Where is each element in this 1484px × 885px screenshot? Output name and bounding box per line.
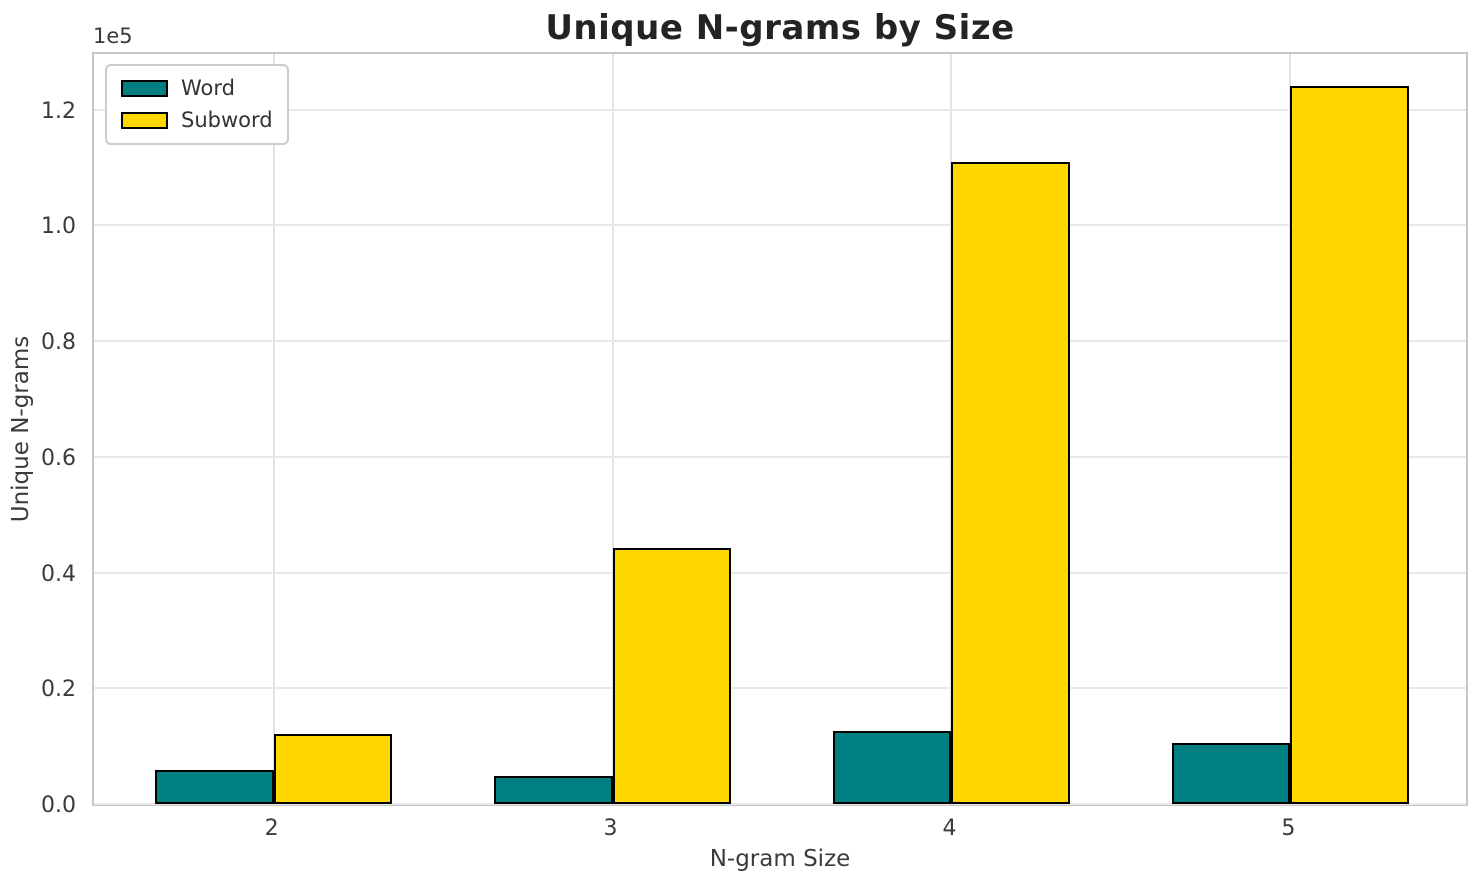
y-tick-label-0.0: 0.0 bbox=[41, 793, 76, 818]
gridline-y-0.8 bbox=[94, 340, 1466, 343]
bar-word-ngram-4 bbox=[832, 731, 952, 804]
gridline-y-0.2 bbox=[94, 687, 1466, 690]
gridline-y-1.2 bbox=[94, 108, 1466, 111]
x-tick-label-4: 4 bbox=[942, 816, 957, 841]
bar-subword-ngram-3 bbox=[612, 548, 732, 804]
gridline-y-0.4 bbox=[94, 571, 1466, 574]
legend-label-word: Word bbox=[181, 76, 235, 100]
legend-item-subword: Subword bbox=[121, 108, 273, 133]
y-tick-label-1.2: 1.2 bbox=[41, 98, 76, 124]
bar-word-ngram-3 bbox=[493, 775, 613, 804]
x-axis-label: N-gram Size bbox=[709, 846, 851, 872]
legend-swatch-word-icon bbox=[121, 80, 168, 98]
legend-label-subword: Subword bbox=[181, 108, 273, 133]
x-tick-label-3: 3 bbox=[603, 816, 618, 841]
x-tick-label-2: 2 bbox=[264, 816, 279, 841]
gridline-y-1.0 bbox=[94, 224, 1466, 227]
gridline-y-0.6 bbox=[94, 455, 1466, 458]
bar-subword-ngram-5 bbox=[1290, 86, 1409, 804]
y-tick-label-0.2: 0.2 bbox=[41, 677, 76, 703]
legend: Word Subword bbox=[105, 64, 289, 146]
gridline-x-2 bbox=[272, 54, 275, 804]
y-axis-offset-text: 1e5 bbox=[93, 24, 133, 48]
gridline-y-0.0 bbox=[94, 803, 1466, 805]
legend-swatch-subword-icon bbox=[121, 112, 168, 130]
x-tick-label-5: 5 bbox=[1281, 816, 1296, 841]
gridline-x-3 bbox=[611, 54, 614, 804]
y-axis-label: Unique N-grams bbox=[8, 335, 34, 523]
y-tick-label-1.0: 1.0 bbox=[41, 214, 76, 240]
y-tick-label-0.8: 0.8 bbox=[41, 330, 76, 356]
bar-subword-ngram-4 bbox=[951, 161, 1071, 804]
bar-subword-ngram-2 bbox=[273, 733, 393, 804]
plot-area: Word Subword bbox=[92, 52, 1468, 806]
chart-title: Unique N-grams by Size bbox=[545, 8, 1015, 48]
bar-word-ngram-2 bbox=[155, 770, 274, 804]
legend-item-word: Word bbox=[121, 76, 273, 101]
y-tick-label-0.6: 0.6 bbox=[41, 445, 76, 471]
y-tick-label-0.4: 0.4 bbox=[41, 561, 76, 587]
bar-word-ngram-5 bbox=[1171, 743, 1291, 804]
